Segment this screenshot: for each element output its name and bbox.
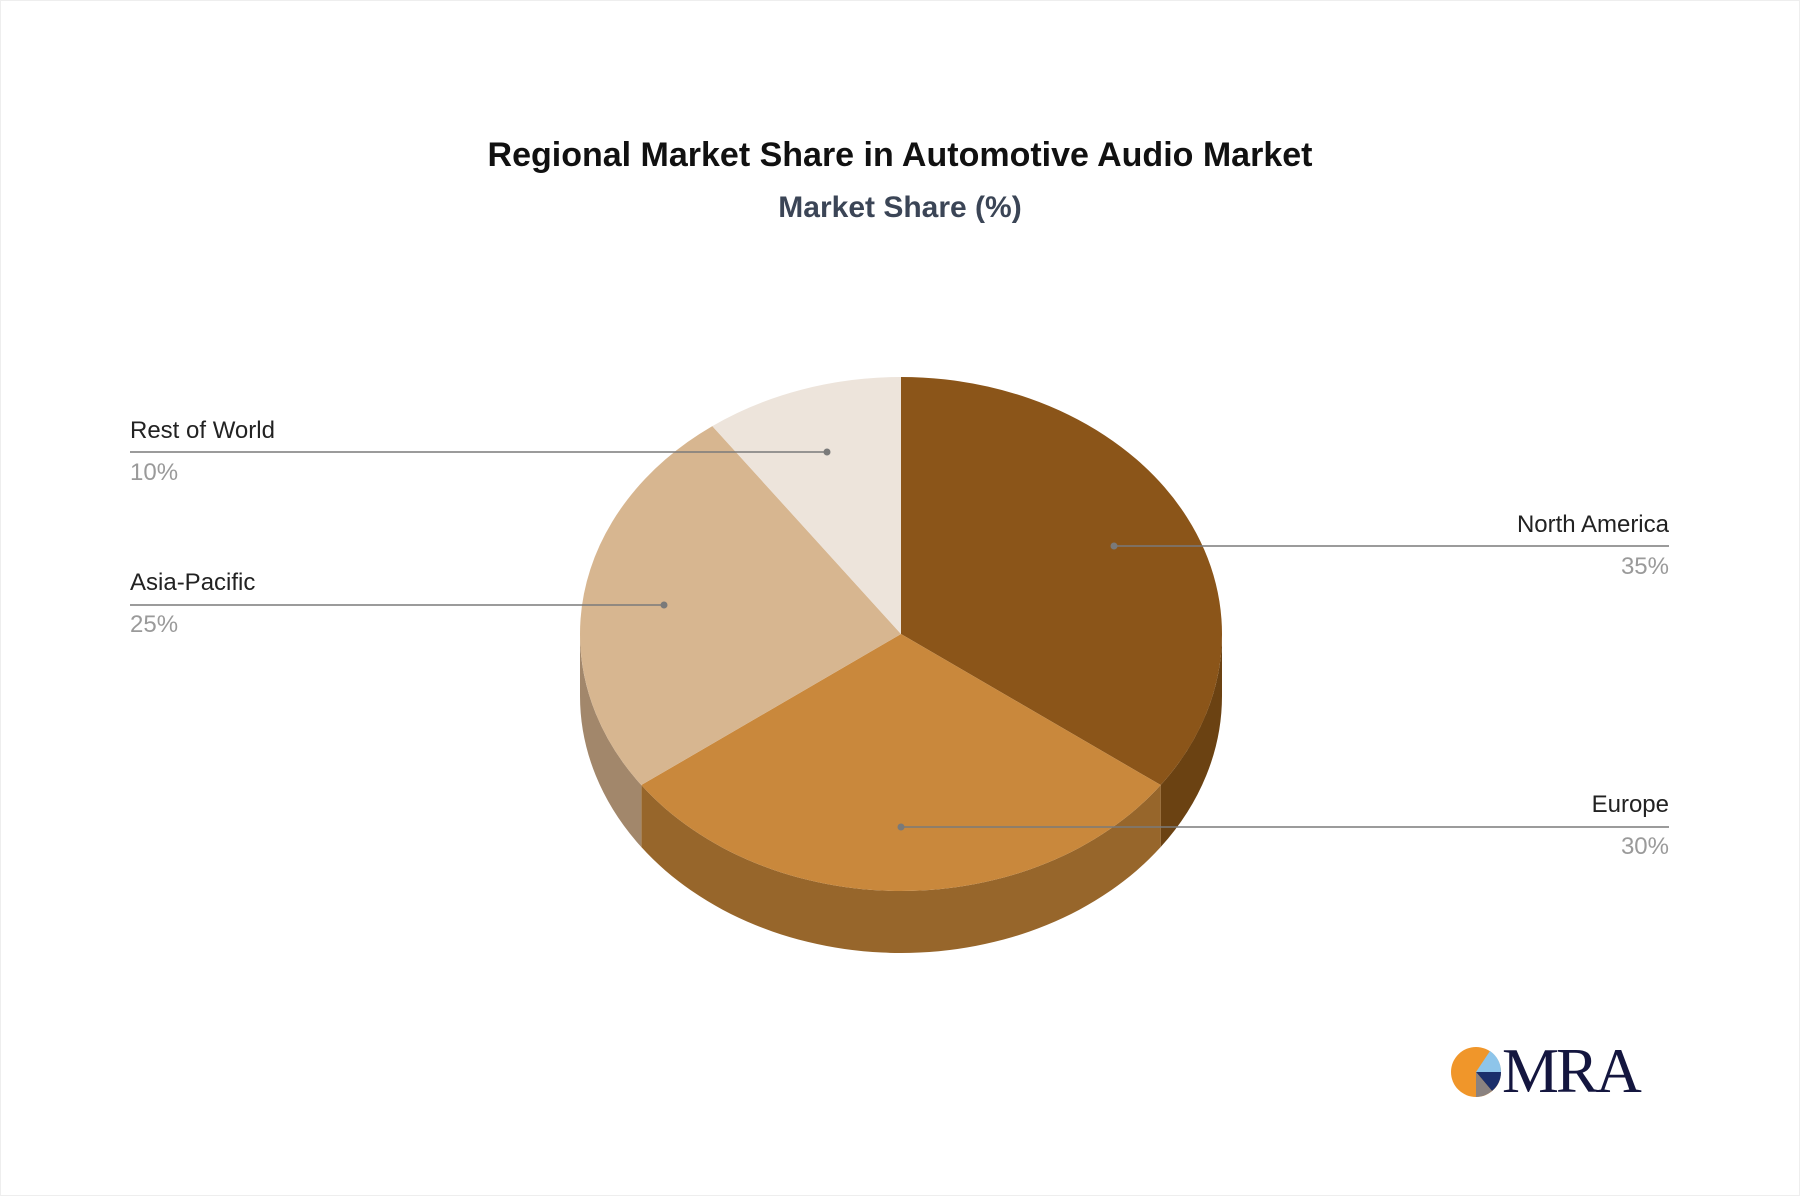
value-europe: 30%: [1620, 833, 1669, 860]
value-asia-pacific: 25%: [130, 611, 179, 638]
pie-side-north-america: [1160, 634, 1222, 848]
leader-dot-north-america: [1110, 542, 1118, 550]
pie-slice-asia-pacific[interactable]: [580, 426, 901, 786]
pie-slice-rest-of-world[interactable]: [712, 377, 901, 634]
leader-dot-rest-of-world: [823, 448, 831, 456]
pie-side-asia-pacific: [580, 634, 642, 848]
mra-logo: MRA: [1448, 1035, 1648, 1106]
chart-title: Regional Market Share in Automotive Audi…: [487, 136, 1313, 174]
pie-side-europe: [641, 785, 1161, 953]
chart-subtitle: Market Share (%): [778, 191, 1022, 224]
leader-dot-asia-pacific: [660, 601, 668, 609]
label-europe: Europe: [1591, 791, 1669, 818]
logo-pie-icon: [1451, 1047, 1502, 1097]
label-asia-pacific: Asia-Pacific: [130, 569, 256, 596]
label-rest-of-world: Rest of World: [130, 417, 275, 444]
logo-text: MRA: [1502, 1035, 1642, 1106]
leader-dot-europe: [897, 823, 905, 831]
pie-slice-north-america[interactable]: [901, 377, 1222, 786]
label-north-america: North America: [1516, 511, 1669, 538]
value-rest-of-world: 10%: [130, 459, 179, 486]
value-north-america: 35%: [1620, 553, 1669, 580]
